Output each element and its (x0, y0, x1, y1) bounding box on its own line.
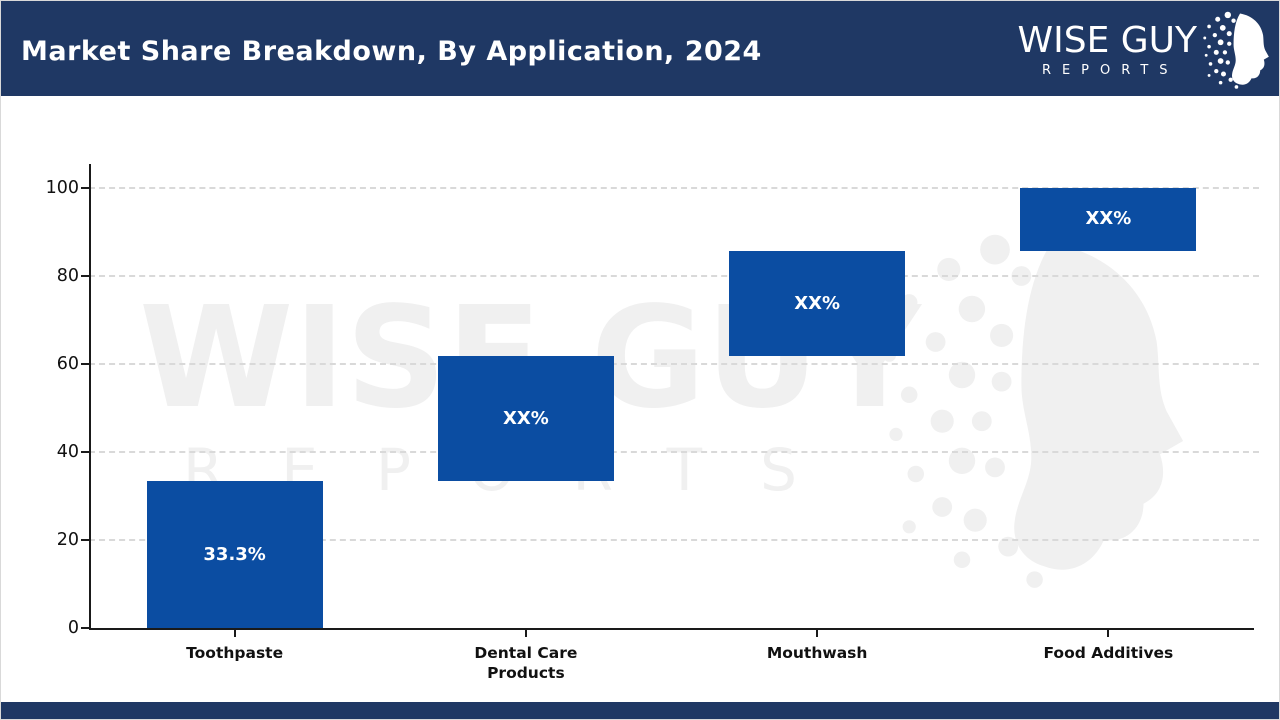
y-tick-label: 0 (67, 618, 79, 638)
x-tick-label-line: Mouthwash (766, 644, 868, 662)
gridline (89, 275, 1259, 277)
logo-text: WISE GUY REPORTS (1017, 19, 1198, 78)
bar-value-label: XX% (794, 292, 841, 314)
x-tick-label: Food Additives (978, 643, 1238, 663)
y-tick-label: 80 (56, 266, 79, 286)
y-axis-tick (81, 627, 89, 629)
x-tick-label-line: Food Additives (1043, 644, 1174, 662)
bar-value-label: XX% (502, 407, 549, 429)
x-tick-label-line: Products (487, 664, 565, 682)
bar-food-additives (1020, 188, 1197, 251)
y-tick-label: 20 (56, 530, 79, 550)
x-tick-label: Toothpaste (105, 643, 365, 663)
x-axis (89, 628, 1254, 630)
y-axis (89, 164, 91, 630)
logo: WISE GUY REPORTS (1018, 7, 1272, 91)
bar-dental-care-products (437, 356, 614, 482)
x-tick-label-line: Toothpaste (186, 644, 284, 662)
y-axis-tick (81, 451, 89, 453)
bar-mouthwash (729, 250, 906, 357)
gridline (89, 187, 1259, 189)
y-axis-tick (81, 363, 89, 365)
x-axis-tick (524, 630, 527, 637)
x-axis-tick (233, 630, 236, 637)
y-tick-label: 60 (56, 354, 79, 374)
x-tick-label: Dental Care Products (396, 643, 656, 683)
x-axis-tick (816, 630, 819, 637)
y-axis-tick (81, 539, 89, 541)
header: Market Share Breakdown, By Application, … (1, 1, 1279, 96)
x-tick-label-line: Dental Care (474, 644, 578, 662)
logo-head-icon (1199, 9, 1271, 90)
page-title: Market Share Breakdown, By Application, … (21, 36, 762, 67)
logo-wordmark: WISE GUY (1017, 19, 1198, 61)
y-tick-label: 100 (45, 178, 79, 198)
y-tick-label: 40 (56, 442, 79, 462)
x-tick-label: Mouthwash (687, 643, 947, 663)
footer-bar (1, 702, 1279, 719)
y-axis-tick (81, 275, 89, 277)
x-axis-tick (1107, 630, 1110, 637)
bar-toothpaste (146, 481, 323, 628)
gridline (89, 451, 1259, 453)
bar-value-label: 33.3% (203, 543, 266, 565)
y-axis-tick (81, 187, 89, 189)
logo-subtitle: REPORTS (1041, 62, 1179, 78)
plot-area: 0 20 40 60 80 100 33.3% Toothpaste XX% Dental Car… (1, 96, 1279, 704)
bar-value-label: XX% (1085, 208, 1132, 230)
gridline (89, 539, 1259, 541)
gridline (89, 363, 1259, 365)
